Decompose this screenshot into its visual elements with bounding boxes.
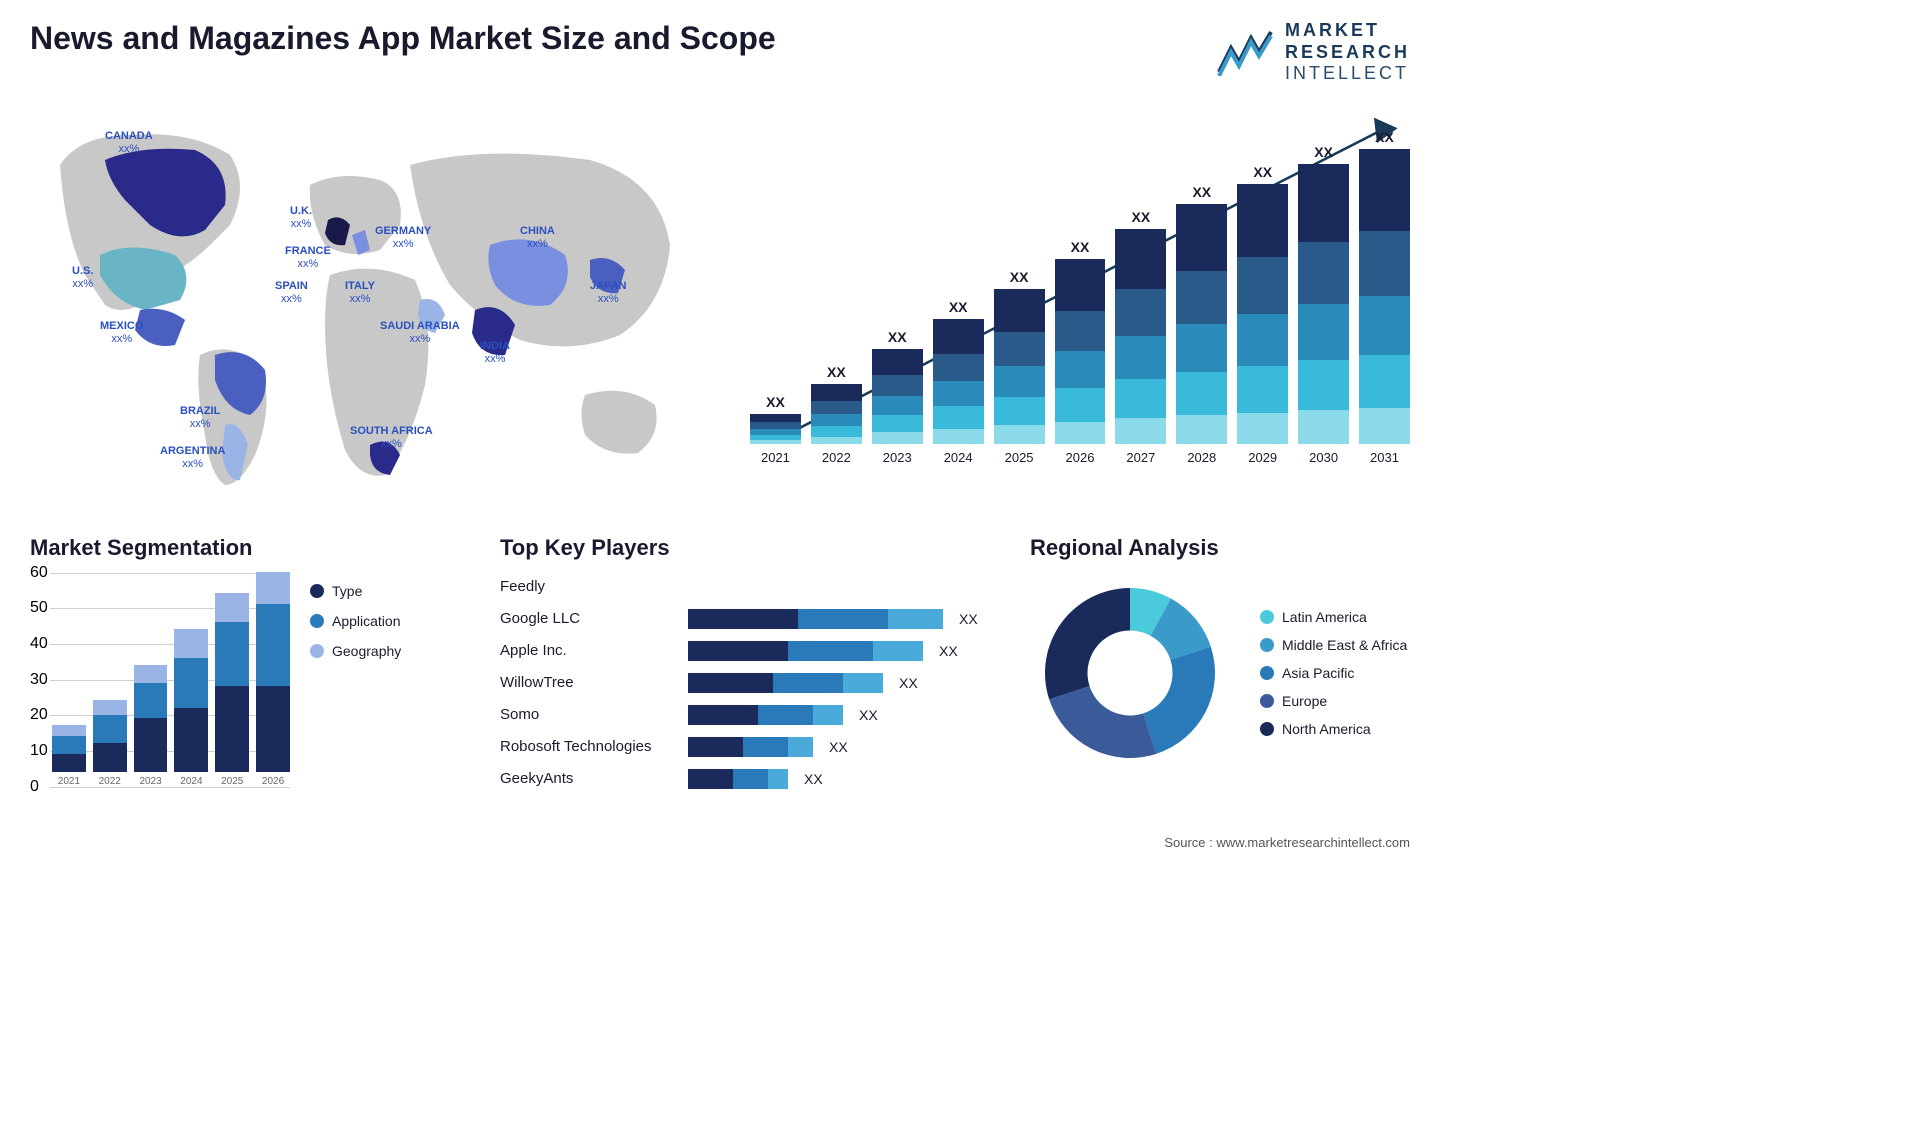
segmentation-chart: 0102030405060202120222023202420252026 (30, 573, 290, 803)
segmentation-section: Market Segmentation 01020304050602021202… (30, 535, 450, 803)
growth-bar: XX 2030 (1298, 144, 1349, 465)
growth-bar: XX 2022 (811, 364, 862, 465)
country-label: SPAINxx% (275, 280, 308, 306)
bar-value-label: XX (766, 394, 785, 410)
growth-bar: XX 2024 (933, 299, 984, 465)
growth-bar: XX 2025 (994, 269, 1045, 465)
legend-item: Geography (310, 643, 401, 659)
bar-value-label: XX (1010, 269, 1029, 285)
players-title: Top Key Players (500, 535, 980, 561)
world-map: CANADAxx% U.S.xx% MEXICOxx% BRAZILxx% ARGENT… (30, 105, 710, 505)
logo: MARKET RESEARCH INTELLECT (1217, 20, 1410, 85)
growth-bar: XX 2027 (1115, 209, 1166, 465)
country-label: GERMANYxx% (375, 225, 431, 251)
segmentation-title: Market Segmentation (30, 535, 450, 561)
player-row: SomoXX (500, 701, 980, 729)
legend-item: Asia Pacific (1260, 665, 1407, 681)
seg-bar: 2021 (52, 725, 86, 786)
donut-slice (1045, 588, 1130, 699)
player-row: WillowTreeXX (500, 669, 980, 697)
legend-item: Type (310, 583, 401, 599)
player-row: GeekyAntsXX (500, 765, 980, 793)
legend-item: Middle East & Africa (1260, 637, 1407, 653)
player-row: Feedly (500, 573, 980, 601)
regional-section: Regional Analysis Latin America Middle Ea… (1030, 535, 1410, 803)
bar-year-label: 2030 (1309, 450, 1338, 465)
seg-bar: 2022 (93, 700, 127, 786)
bar-year-label: 2021 (761, 450, 790, 465)
bar-value-label: XX (1314, 144, 1333, 160)
country-label: ITALYxx% (345, 280, 375, 306)
source-text: Source : www.marketresearchintellect.com (1164, 835, 1410, 850)
growth-bar: XX 2031 (1359, 129, 1410, 465)
country-label: SOUTH AFRICAxx% (350, 425, 433, 451)
seg-bar: 2026 (256, 572, 290, 787)
bar-value-label: XX (1375, 129, 1394, 145)
bar-value-label: XX (1253, 164, 1272, 180)
country-label: U.K.xx% (290, 205, 312, 231)
logo-mark-icon (1217, 28, 1273, 76)
bar-year-label: 2028 (1187, 450, 1216, 465)
country-label: U.S.xx% (72, 265, 93, 291)
country-label: BRAZILxx% (180, 405, 220, 431)
growth-bar: XX 2023 (872, 329, 923, 465)
growth-bar: XX 2028 (1176, 184, 1227, 465)
growth-bar: XX 2026 (1055, 239, 1106, 465)
bar-year-label: 2026 (1066, 450, 1095, 465)
bar-value-label: XX (1132, 209, 1151, 225)
regional-title: Regional Analysis (1030, 535, 1410, 561)
page-title: News and Magazines App Market Size and S… (30, 20, 776, 57)
bar-value-label: XX (1192, 184, 1211, 200)
bar-year-label: 2022 (822, 450, 851, 465)
growth-bar: XX 2021 (750, 394, 801, 465)
donut-slice (1143, 647, 1215, 754)
bar-year-label: 2031 (1370, 450, 1399, 465)
players-section: Top Key Players Feedly Google LLCXX Apple … (500, 535, 980, 803)
country-label: ARGENTINAxx% (160, 445, 225, 471)
legend-item: Europe (1260, 693, 1407, 709)
legend-item: Latin America (1260, 609, 1407, 625)
player-row: Robosoft TechnologiesXX (500, 733, 980, 761)
bar-year-label: 2027 (1126, 450, 1155, 465)
country-label: CHINAxx% (520, 225, 555, 251)
country-label: FRANCExx% (285, 245, 331, 271)
bar-value-label: XX (1071, 239, 1090, 255)
country-label: INDIAxx% (480, 340, 510, 366)
bar-year-label: 2023 (883, 450, 912, 465)
donut-chart (1030, 573, 1230, 773)
country-label: SAUDI ARABIAxx% (380, 320, 460, 346)
bar-value-label: XX (888, 329, 907, 345)
country-label: MEXICOxx% (100, 320, 143, 346)
segmentation-legend: Type Application Geography (310, 573, 401, 803)
legend-item: Application (310, 613, 401, 629)
regional-legend: Latin America Middle East & Africa Asia Pa… (1260, 609, 1407, 737)
seg-bar: 2024 (174, 629, 208, 787)
legend-item: North America (1260, 721, 1407, 737)
seg-bar: 2023 (134, 665, 168, 787)
logo-text: MARKET RESEARCH INTELLECT (1285, 20, 1410, 85)
country-label: JAPANxx% (590, 280, 626, 306)
player-row: Apple Inc.XX (500, 637, 980, 665)
bar-year-label: 2024 (944, 450, 973, 465)
bar-year-label: 2025 (1005, 450, 1034, 465)
growth-bar: XX 2029 (1237, 164, 1288, 465)
country-label: CANADAxx% (105, 130, 153, 156)
bar-year-label: 2029 (1248, 450, 1277, 465)
bar-value-label: XX (949, 299, 968, 315)
bar-value-label: XX (827, 364, 846, 380)
player-row: Google LLCXX (500, 605, 980, 633)
seg-bar: 2025 (215, 593, 249, 786)
growth-bar-chart: XX 2021 XX 2022 XX 2023 XX 2024 XX 2025 XX 2026 XX 20… (750, 105, 1410, 485)
donut-slice (1049, 686, 1156, 758)
